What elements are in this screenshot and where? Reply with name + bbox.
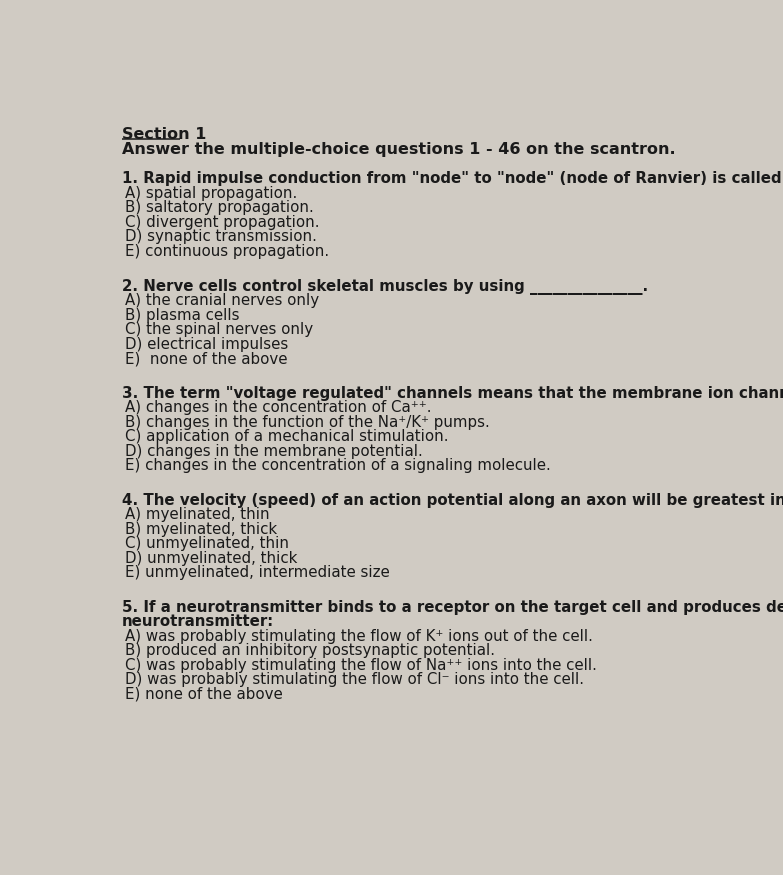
Text: 2. Nerve cells control skeletal muscles by using _______________.: 2. Nerve cells control skeletal muscles …: [122, 278, 648, 295]
Text: E) unmyelinated, intermediate size: E) unmyelinated, intermediate size: [124, 565, 389, 580]
Text: Section 1: Section 1: [122, 127, 207, 142]
Text: E) continuous propagation.: E) continuous propagation.: [124, 244, 329, 259]
Text: 4. The velocity (speed) of an action potential along an axon will be greatest in: 4. The velocity (speed) of an action pot…: [122, 493, 783, 507]
Text: A) was probably stimulating the flow of K⁺ ions out of the cell.: A) was probably stimulating the flow of …: [124, 629, 593, 644]
Text: E) changes in the concentration of a signaling molecule.: E) changes in the concentration of a sig…: [124, 458, 550, 473]
Text: D) unmyelinated, thick: D) unmyelinated, thick: [124, 550, 297, 566]
Text: C) the spinal nerves only: C) the spinal nerves only: [124, 322, 312, 337]
Text: E) none of the above: E) none of the above: [124, 687, 283, 702]
Text: A) the cranial nerves only: A) the cranial nerves only: [124, 293, 319, 308]
Text: A) spatial propagation.: A) spatial propagation.: [124, 186, 297, 201]
Text: B) saltatory propagation.: B) saltatory propagation.: [124, 200, 313, 215]
Text: B) myelinated, thick: B) myelinated, thick: [124, 522, 276, 537]
Text: B) produced an inhibitory postsynaptic potential.: B) produced an inhibitory postsynaptic p…: [124, 643, 495, 658]
Text: C) divergent propagation.: C) divergent propagation.: [124, 215, 319, 230]
Text: B) plasma cells: B) plasma cells: [124, 308, 239, 323]
Text: C) application of a mechanical stimulation.: C) application of a mechanical stimulati…: [124, 429, 448, 444]
Text: D) changes in the membrane potential.: D) changes in the membrane potential.: [124, 444, 422, 458]
Text: 3. The term "voltage regulated" channels means that the membrane ion channels op: 3. The term "voltage regulated" channels…: [122, 386, 783, 401]
Text: A) changes in the concentration of Ca⁺⁺.: A) changes in the concentration of Ca⁺⁺.: [124, 400, 431, 416]
Text: C) unmyelinated, thin: C) unmyelinated, thin: [124, 536, 289, 551]
Text: neurotransmitter:: neurotransmitter:: [122, 614, 274, 629]
Text: D) was probably stimulating the flow of Cl⁻ ions into the cell.: D) was probably stimulating the flow of …: [124, 672, 583, 688]
Text: A) myelinated, thin: A) myelinated, thin: [124, 507, 269, 522]
Text: E)  none of the above: E) none of the above: [124, 351, 287, 366]
Text: B) changes in the function of the Na⁺/K⁺ pumps.: B) changes in the function of the Na⁺/K⁺…: [124, 415, 489, 430]
Text: D) synaptic transmission.: D) synaptic transmission.: [124, 229, 316, 244]
Text: C) was probably stimulating the flow of Na⁺⁺ ions into the cell.: C) was probably stimulating the flow of …: [124, 658, 597, 673]
Text: Answer the multiple-choice questions 1 - 46 on the scantron.: Answer the multiple-choice questions 1 -…: [122, 143, 676, 158]
Text: 5. If a neurotransmitter binds to a receptor on the target cell and produces dep: 5. If a neurotransmitter binds to a rece…: [122, 600, 783, 615]
Text: D) electrical impulses: D) electrical impulses: [124, 337, 288, 352]
Text: 1. Rapid impulse conduction from "node" to "node" (node of Ranvier) is called:: 1. Rapid impulse conduction from "node" …: [122, 172, 783, 186]
